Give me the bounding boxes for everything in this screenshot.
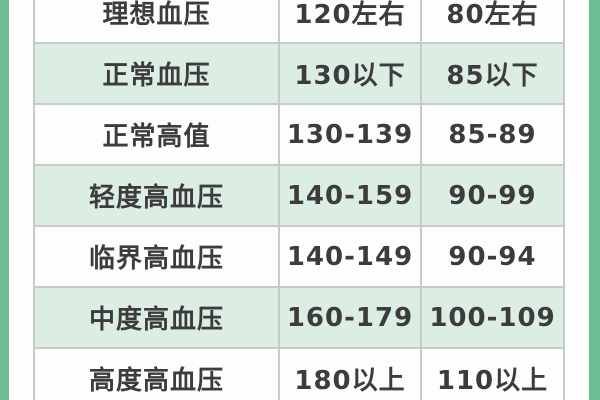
cell-diastolic: 100-109 (429, 302, 556, 333)
cell-systolic: 130以下 (280, 44, 422, 103)
cell-diastolic: 80左右 (446, 0, 539, 30)
table-row: 临界高血压 140-149 90-94 (35, 227, 563, 288)
cell-diastolic: 85以下 (446, 61, 539, 91)
cell-category: 临界高血压 (35, 227, 280, 286)
cell-systolic: 140-149 (280, 227, 422, 286)
table-row: 高度高血压 180以上 110以上 (35, 349, 563, 400)
table-row: 轻度高血压 140-159 90-99 (35, 166, 563, 227)
cell-diastolic: 90-94 (448, 241, 537, 272)
table-row: 正常高值 130-139 85-89 (35, 105, 563, 166)
blood-pressure-table: 理想血压 120左右 80左右 正常血压 130以下 85以下 正常高值 130… (33, 0, 565, 400)
cell-category: 正常血压 (35, 44, 280, 103)
table-row: 正常血压 130以下 85以下 (35, 44, 563, 105)
cell-systolic: 160-179 (280, 288, 422, 347)
cell-category: 正常高值 (35, 105, 280, 164)
table-row: 理想血压 120左右 80左右 (35, 0, 563, 44)
cell-category: 理想血压 (35, 0, 280, 42)
cell-systolic: 120左右 (280, 0, 422, 42)
cell-category: 轻度高血压 (35, 166, 280, 225)
cell-systolic: 180以上 (280, 349, 422, 400)
cell-diastolic: 110以上 (436, 366, 549, 396)
cell-systolic: 130-139 (280, 105, 422, 164)
table-row: 中度高血压 160-179 100-109 (35, 288, 563, 349)
cell-systolic: 140-159 (280, 166, 422, 225)
background-strip-right (589, 0, 600, 400)
background-strip-left (0, 0, 9, 400)
cell-category: 高度高血压 (35, 349, 280, 400)
cell-diastolic: 85-89 (448, 119, 537, 150)
cell-diastolic: 90-99 (448, 180, 537, 211)
cell-category: 中度高血压 (35, 288, 280, 347)
